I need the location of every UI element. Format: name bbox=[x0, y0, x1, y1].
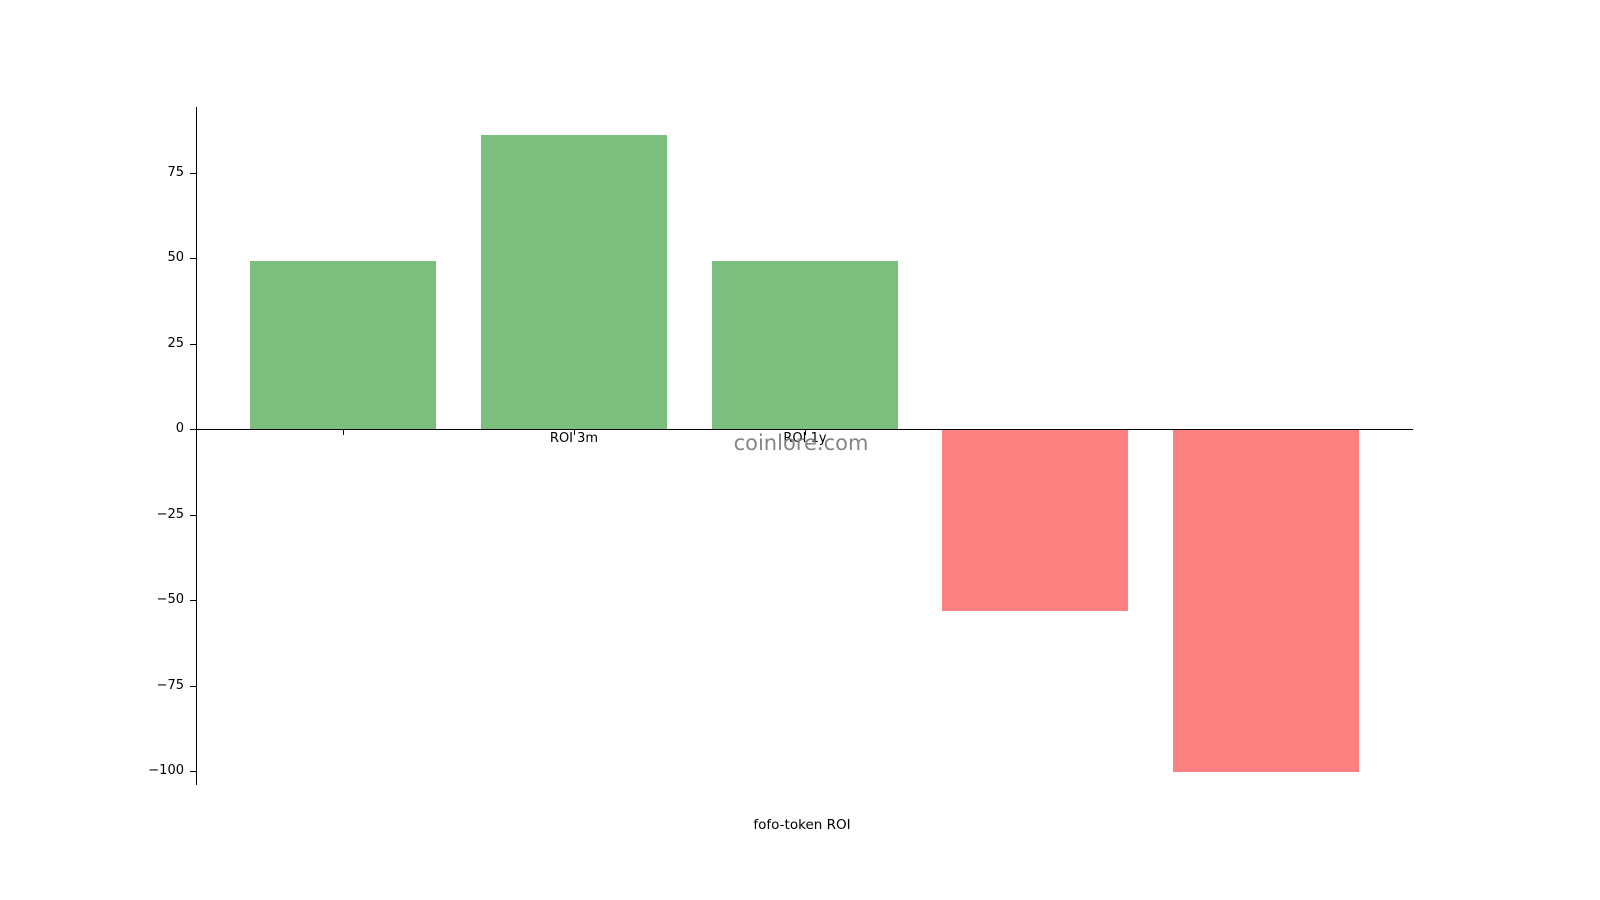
x-tick-mark bbox=[343, 430, 344, 435]
y-tick-mark bbox=[190, 172, 196, 174]
chart-title: fofo-token ROI bbox=[753, 817, 851, 833]
y-tick-mark bbox=[190, 771, 196, 772]
y-tick-mark bbox=[190, 258, 196, 259]
y-tick-label: 25 bbox=[167, 335, 184, 351]
watermark: coinlore.com bbox=[733, 431, 869, 455]
y-tick-mark bbox=[190, 343, 196, 345]
bar-roi-3m bbox=[481, 134, 667, 429]
x-tick-mark bbox=[805, 430, 806, 435]
y-tick-label: 75 bbox=[167, 164, 184, 180]
y-tick-label: −25 bbox=[156, 506, 184, 522]
bar-roi-3 bbox=[942, 430, 1128, 612]
y-tick-mark bbox=[190, 429, 196, 430]
y-tick-label: 0 bbox=[175, 421, 184, 436]
y-axis-spine bbox=[196, 107, 197, 785]
y-tick-label: −75 bbox=[156, 677, 184, 693]
bar-roi-1y bbox=[712, 261, 898, 429]
y-tick-mark bbox=[190, 514, 196, 516]
x-tick-label: ROI 3m bbox=[549, 431, 599, 446]
y-tick-label: −50 bbox=[156, 592, 184, 607]
y-tick-label: 50 bbox=[167, 250, 184, 265]
x-axis-zero-line bbox=[196, 429, 1413, 430]
x-tick-label: ROI 1y bbox=[783, 431, 827, 446]
bar-roi-0 bbox=[250, 261, 436, 429]
x-tick-mark bbox=[574, 430, 575, 435]
y-tick-mark bbox=[190, 685, 196, 687]
y-tick-label: −100 bbox=[148, 763, 184, 778]
bar-roi-4 bbox=[1173, 430, 1359, 772]
y-tick-mark bbox=[190, 600, 196, 601]
